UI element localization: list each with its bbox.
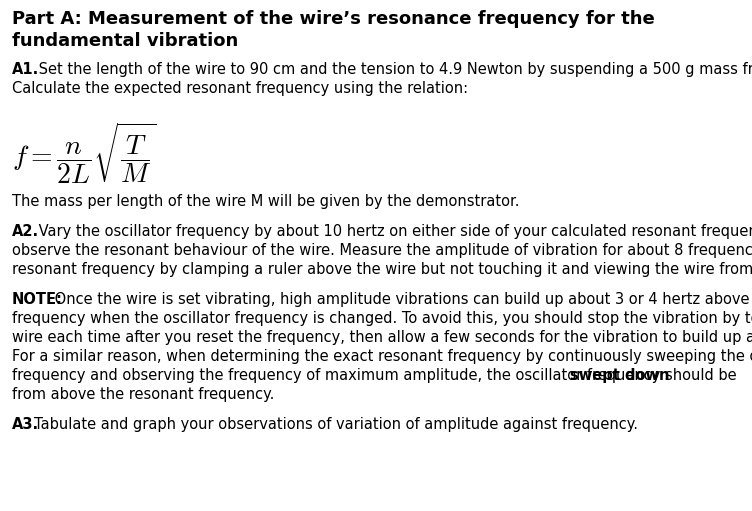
Text: Set the length of the wire to 90 cm and the tension to 4.9 Newton by suspending : Set the length of the wire to 90 cm and … <box>34 62 752 77</box>
Text: wire each time after you reset the frequency, then allow a few seconds for the v: wire each time after you reset the frequ… <box>12 330 752 345</box>
Text: Calculate the expected resonant frequency using the relation:: Calculate the expected resonant frequenc… <box>12 81 468 96</box>
Text: Vary the oscillator frequency by about 10 hertz on either side of your calculate: Vary the oscillator frequency by about 1… <box>34 224 752 239</box>
Text: observe the resonant behaviour of the wire. Measure the amplitude of vibration f: observe the resonant behaviour of the wi… <box>12 243 752 258</box>
Text: For a similar reason, when determining the exact resonant frequency by continuou: For a similar reason, when determining t… <box>12 349 752 364</box>
Text: Tabulate and graph your observations of variation of amplitude against frequency: Tabulate and graph your observations of … <box>34 417 638 432</box>
Text: frequency when the oscillator frequency is changed. To avoid this, you should st: frequency when the oscillator frequency … <box>12 311 752 326</box>
Text: Part A: Measurement of the wire’s resonance frequency for the: Part A: Measurement of the wire’s resona… <box>12 10 655 28</box>
Text: resonant frequency by clamping a ruler above the wire but not touching it and vi: resonant frequency by clamping a ruler a… <box>12 262 752 277</box>
Text: frequency and observing the frequency of maximum amplitude, the oscillator frequ: frequency and observing the frequency of… <box>12 368 741 383</box>
Text: $f = \dfrac{n}{2L}\sqrt{\dfrac{T}{M}}$: $f = \dfrac{n}{2L}\sqrt{\dfrac{T}{M}}$ <box>12 120 156 186</box>
Text: A2.: A2. <box>12 224 39 239</box>
Text: fundamental vibration: fundamental vibration <box>12 32 238 50</box>
Text: A3.: A3. <box>12 417 39 432</box>
Text: A1.: A1. <box>12 62 39 77</box>
Text: swept down: swept down <box>570 368 669 383</box>
Text: Once the wire is set vibrating, high amplitude vibrations can build up about 3 o: Once the wire is set vibrating, high amp… <box>50 292 752 307</box>
Text: from above the resonant frequency.: from above the resonant frequency. <box>12 387 274 402</box>
Text: NOTE:: NOTE: <box>12 292 63 307</box>
Text: The mass per length of the wire M will be given by the demonstrator.: The mass per length of the wire M will b… <box>12 194 520 209</box>
